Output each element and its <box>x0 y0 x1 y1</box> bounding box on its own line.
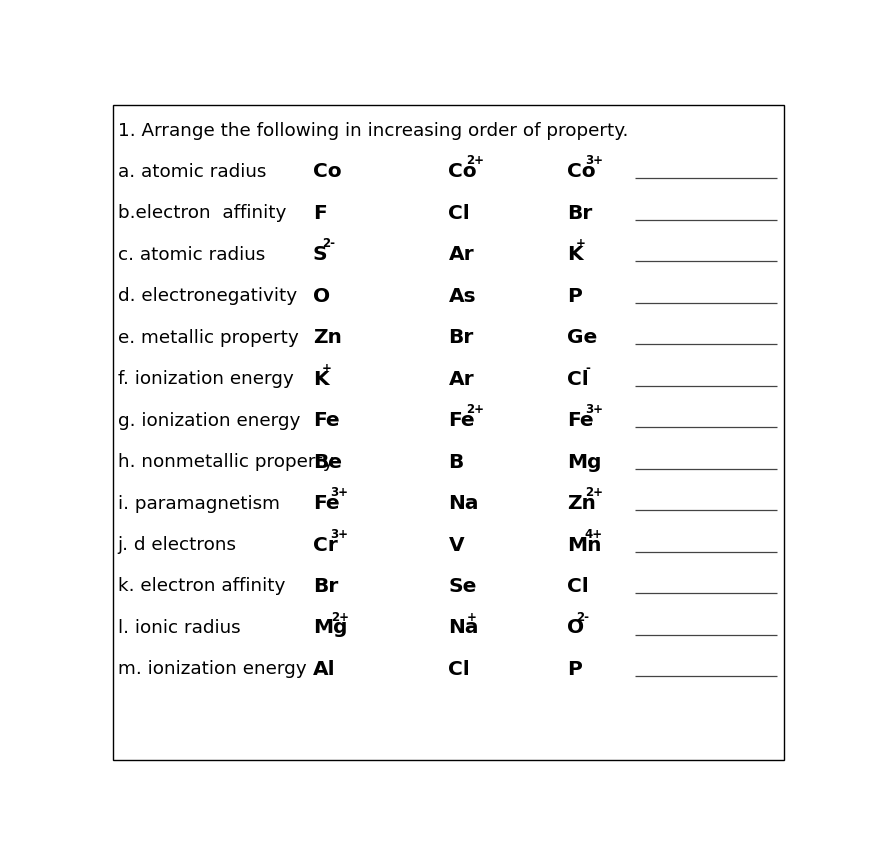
Text: Fe: Fe <box>449 411 475 430</box>
Text: Mn: Mn <box>567 535 602 555</box>
Text: Ge: Ge <box>567 328 598 347</box>
Text: f. ionization energy: f. ionization energy <box>117 370 293 388</box>
Text: +: + <box>322 362 332 374</box>
Text: +: + <box>466 610 476 624</box>
Text: As: As <box>449 286 476 305</box>
Text: a. atomic radius: a. atomic radius <box>117 162 266 180</box>
Text: Cl: Cl <box>449 203 470 222</box>
Text: Zn: Zn <box>313 328 341 347</box>
Text: Br: Br <box>313 577 338 596</box>
Text: Se: Se <box>449 577 477 596</box>
Text: Fe: Fe <box>313 494 340 513</box>
Text: 2+: 2+ <box>466 404 484 416</box>
Text: 3+: 3+ <box>584 404 603 416</box>
Text: Co: Co <box>313 162 341 181</box>
Text: l. ionic radius: l. ionic radius <box>117 619 240 637</box>
Text: Fe: Fe <box>567 411 594 430</box>
Text: Be: Be <box>313 452 342 472</box>
Text: 2-: 2- <box>322 238 335 251</box>
Text: K: K <box>567 245 583 264</box>
Text: 2+: 2+ <box>331 610 348 624</box>
Text: P: P <box>567 660 582 679</box>
Text: Cl: Cl <box>567 369 589 389</box>
Text: Cl: Cl <box>449 660 470 679</box>
Text: i. paramagnetism: i. paramagnetism <box>117 494 279 512</box>
Text: Co: Co <box>567 162 596 181</box>
Text: 1. Arrange the following in increasing order of property.: 1. Arrange the following in increasing o… <box>117 122 628 140</box>
Text: g. ionization energy: g. ionization energy <box>117 411 300 429</box>
Text: P: P <box>567 286 582 305</box>
Text: -: - <box>584 362 590 374</box>
Text: m. ionization energy: m. ionization energy <box>117 660 306 678</box>
Text: B: B <box>449 452 464 472</box>
Text: Al: Al <box>313 660 335 679</box>
Text: Na: Na <box>449 618 479 638</box>
Text: 2-: 2- <box>576 610 589 624</box>
Text: Mg: Mg <box>313 618 347 638</box>
Text: j. d electrons: j. d electrons <box>117 536 236 554</box>
Text: S: S <box>313 245 327 264</box>
Text: b.electron  affinity: b.electron affinity <box>117 204 286 222</box>
Text: Ar: Ar <box>449 245 474 264</box>
Text: 2+: 2+ <box>466 155 484 168</box>
Text: k. electron affinity: k. electron affinity <box>117 577 285 595</box>
Text: 3+: 3+ <box>331 528 348 540</box>
Text: F: F <box>313 203 326 222</box>
Text: 3+: 3+ <box>331 486 348 499</box>
Text: h. nonmetallic property: h. nonmetallic property <box>117 453 333 471</box>
Text: +: + <box>576 238 586 251</box>
Text: K: K <box>313 369 328 389</box>
Text: Mg: Mg <box>567 452 602 472</box>
Text: O: O <box>313 286 330 305</box>
Text: c. atomic radius: c. atomic radius <box>117 245 265 263</box>
Text: Na: Na <box>449 494 479 513</box>
Text: Ar: Ar <box>449 369 474 389</box>
Text: Cr: Cr <box>313 535 338 555</box>
Text: 3+: 3+ <box>584 155 603 168</box>
Text: Zn: Zn <box>567 494 596 513</box>
Text: e. metallic property: e. metallic property <box>117 328 298 346</box>
Text: Co: Co <box>449 162 477 181</box>
Text: Cl: Cl <box>567 577 589 596</box>
Text: 2+: 2+ <box>584 486 603 499</box>
Text: V: V <box>449 535 464 555</box>
Text: Fe: Fe <box>313 411 340 430</box>
Text: O: O <box>567 618 584 638</box>
Text: 4+: 4+ <box>584 528 603 540</box>
Text: Br: Br <box>567 203 592 222</box>
Text: Br: Br <box>449 328 473 347</box>
Text: d. electronegativity: d. electronegativity <box>117 287 297 305</box>
